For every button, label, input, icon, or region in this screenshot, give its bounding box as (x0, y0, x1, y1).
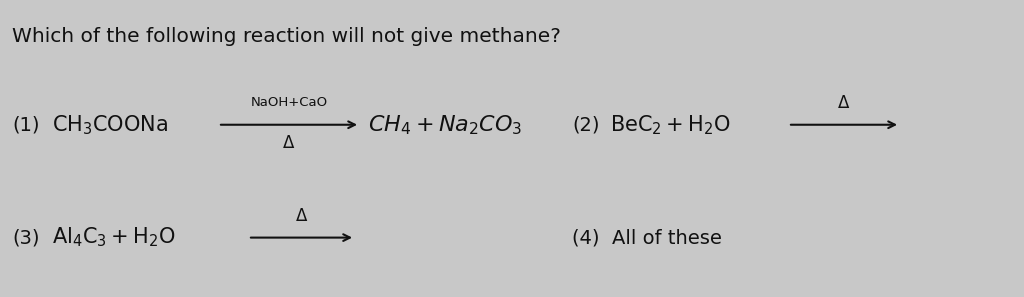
Text: $\mathregular{Al_4C_3 + H_2O}$: $\mathregular{Al_4C_3 + H_2O}$ (52, 226, 175, 249)
Text: $\mathregular{BeC_2 + H_2O}$: $\mathregular{BeC_2 + H_2O}$ (610, 113, 730, 137)
Text: Which of the following reaction will not give methane?: Which of the following reaction will not… (12, 27, 561, 46)
Text: NaOH+CaO: NaOH+CaO (251, 96, 328, 109)
Text: (1): (1) (12, 115, 40, 134)
Text: $\Delta$: $\Delta$ (838, 94, 851, 112)
Text: (4)  All of these: (4) All of these (572, 228, 722, 247)
Text: $\Delta$: $\Delta$ (295, 207, 308, 225)
Text: $CH_4 + Na_2CO_3$: $CH_4 + Na_2CO_3$ (368, 113, 522, 137)
Text: (2): (2) (572, 115, 599, 134)
Text: (3): (3) (12, 228, 40, 247)
Text: $\mathregular{CH_3COONa}$: $\mathregular{CH_3COONa}$ (52, 113, 168, 137)
Text: $\Delta$: $\Delta$ (283, 134, 296, 152)
